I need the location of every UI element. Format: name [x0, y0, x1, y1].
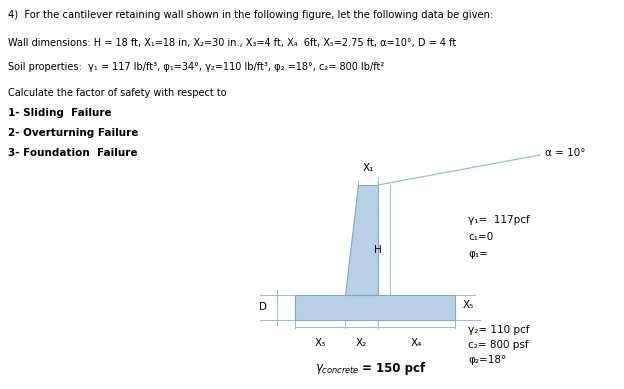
Text: = 150 pcf: = 150 pcf — [362, 362, 425, 375]
Text: γ₂= 110 pcf: γ₂= 110 pcf — [468, 325, 530, 335]
Text: 2- Overturning Failure: 2- Overturning Failure — [8, 128, 139, 138]
Text: φ₂=18°: φ₂=18° — [468, 355, 506, 365]
Polygon shape — [345, 185, 378, 295]
Text: H: H — [374, 245, 382, 255]
Text: Soil properties:  γ₁ = 117 lb/ft³, φ₁=34°, γ₂=110 lb/ft³, φ₂ =18°, c₂= 800 lb/ft: Soil properties: γ₁ = 117 lb/ft³, φ₁=34°… — [8, 62, 384, 72]
Text: c₂= 800 psf: c₂= 800 psf — [468, 340, 529, 350]
Text: γ₁=  117pcf: γ₁= 117pcf — [468, 215, 530, 225]
Text: $\gamma_{concrete}$: $\gamma_{concrete}$ — [315, 362, 359, 376]
Text: φ₁=: φ₁= — [468, 249, 488, 259]
Text: X₁: X₁ — [363, 163, 374, 173]
Text: Wall dimensions: H = 18 ft, X₁=18 in, X₂=30 in., X₃=4 ft, X₄  6ft, X₅=2.75 ft, α: Wall dimensions: H = 18 ft, X₁=18 in, X₂… — [8, 38, 456, 48]
Text: 1- Sliding  Failure: 1- Sliding Failure — [8, 108, 112, 118]
Text: c₁=0: c₁=0 — [468, 232, 493, 242]
Text: X₃: X₃ — [314, 338, 326, 348]
Text: D: D — [259, 303, 267, 312]
Text: X₄: X₄ — [411, 338, 422, 348]
Text: X₅: X₅ — [463, 300, 474, 310]
Text: 3- Foundation  Failure: 3- Foundation Failure — [8, 148, 137, 158]
Text: α = 10°: α = 10° — [545, 148, 585, 158]
Polygon shape — [295, 295, 455, 320]
Text: Calculate the factor of safety with respect to: Calculate the factor of safety with resp… — [8, 88, 227, 98]
Text: X₂: X₂ — [356, 338, 367, 348]
Text: 4)  For the cantilever retaining wall shown in the following figure, let the fol: 4) For the cantilever retaining wall sho… — [8, 10, 493, 20]
